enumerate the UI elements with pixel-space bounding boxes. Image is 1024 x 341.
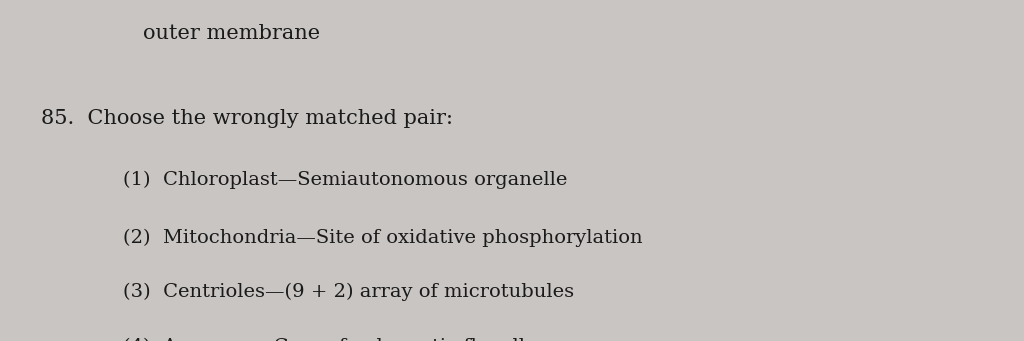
Text: 85.  Choose the wrongly matched pair:: 85. Choose the wrongly matched pair: (41, 109, 453, 128)
Text: outer membrane: outer membrane (143, 24, 321, 43)
Text: (4)  Axoneme—Core of eukaryotic flagella: (4) Axoneme—Core of eukaryotic flagella (123, 338, 537, 341)
Text: (1)  Chloroplast—Semiautonomous organelle: (1) Chloroplast—Semiautonomous organelle (123, 170, 567, 189)
Text: (3)  Centrioles—(9 + 2) array of microtubules: (3) Centrioles—(9 + 2) array of microtub… (123, 283, 574, 301)
Text: (2)  Mitochondria—Site of oxidative phosphorylation: (2) Mitochondria—Site of oxidative phosp… (123, 228, 642, 247)
